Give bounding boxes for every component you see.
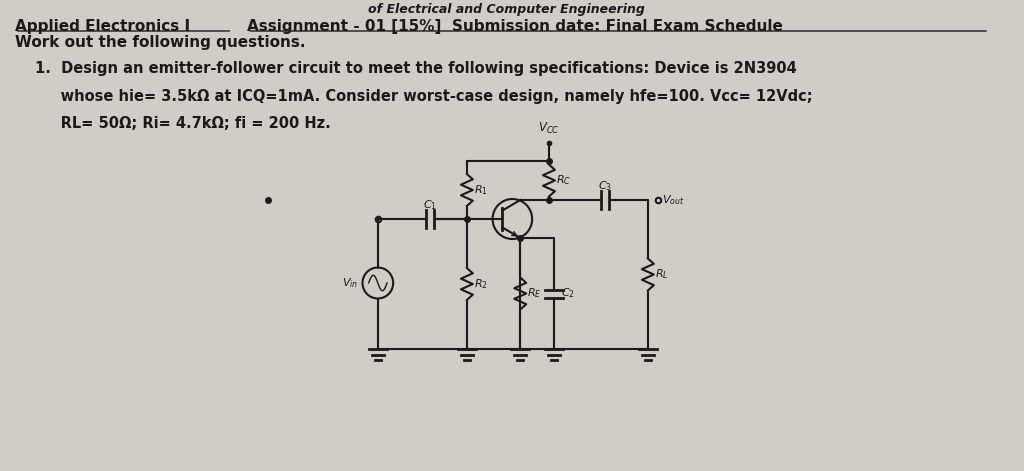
Text: $C_1$: $C_1$	[423, 198, 437, 212]
Text: $C_2$: $C_2$	[561, 286, 574, 300]
Text: whose hie= 3.5kΩ at ICQ=1mA. Consider worst-case design, namely hfe=100. Vcc= 12: whose hie= 3.5kΩ at ICQ=1mA. Consider wo…	[35, 89, 812, 104]
Text: $R_1$: $R_1$	[474, 183, 487, 197]
Text: 1.  Design an emitter-follower circuit to meet the following specifications: Dev: 1. Design an emitter-follower circuit to…	[35, 61, 797, 76]
Text: $R_L$: $R_L$	[654, 268, 669, 281]
Text: $R_C$: $R_C$	[556, 174, 571, 187]
Text: $C_3$: $C_3$	[598, 179, 612, 193]
Text: Assignment - 01 [15%]  Submission date: Final Exam Schedule: Assignment - 01 [15%] Submission date: F…	[247, 19, 783, 34]
Text: $R_2$: $R_2$	[474, 277, 487, 291]
Text: of Electrical and Computer Engineering: of Electrical and Computer Engineering	[368, 3, 645, 16]
Text: Work out the following questions.: Work out the following questions.	[14, 35, 305, 50]
Text: $V_{out}$: $V_{out}$	[662, 193, 684, 207]
Text: RL= 50Ω; Ri= 4.7kΩ; fi = 200 Hz.: RL= 50Ω; Ri= 4.7kΩ; fi = 200 Hz.	[35, 116, 331, 131]
Text: $V_{in}$: $V_{in}$	[342, 276, 358, 290]
Text: $R_E$: $R_E$	[527, 286, 542, 300]
Text: Applied Electronics I: Applied Electronics I	[14, 19, 190, 34]
Text: $V_{CC}$: $V_{CC}$	[539, 121, 560, 136]
